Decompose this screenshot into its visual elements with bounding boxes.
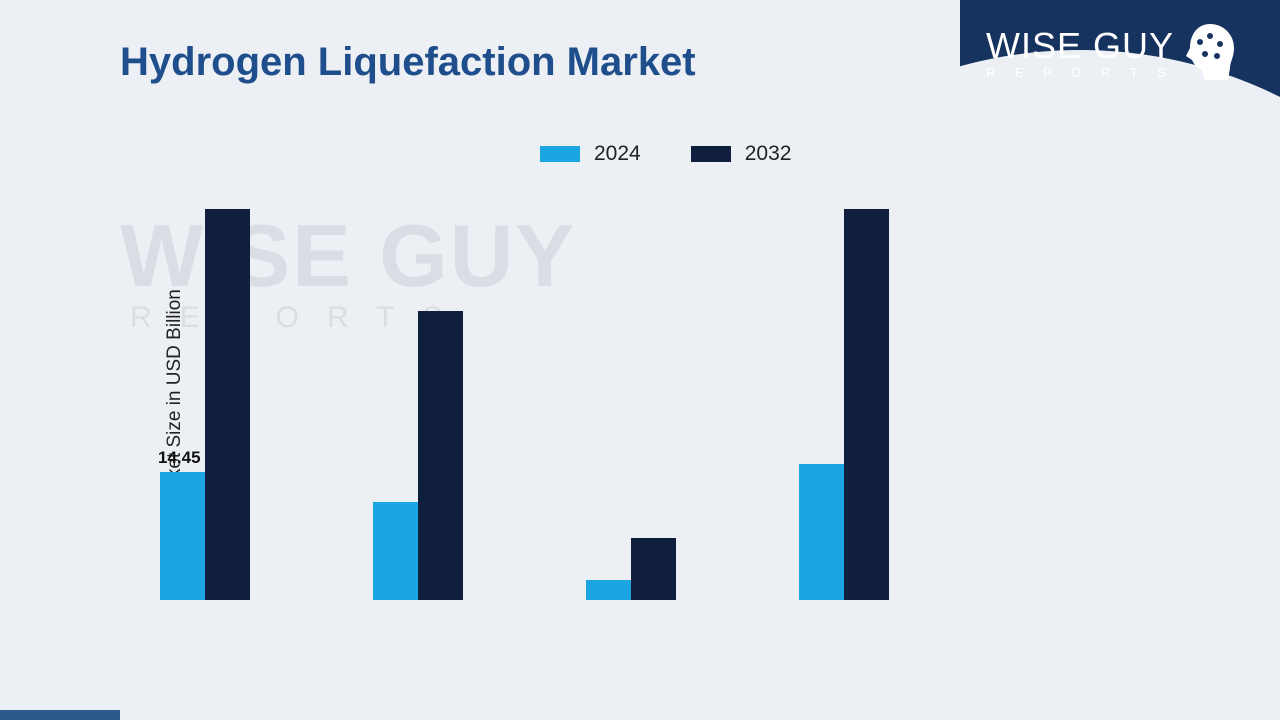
data-label: 14.45 bbox=[158, 448, 201, 468]
legend-swatch bbox=[540, 146, 580, 162]
plot-area: 14.45spaceandaerospaceindustrialmarinean… bbox=[130, 200, 900, 600]
legend-swatch bbox=[691, 146, 731, 162]
legend-label: 2024 bbox=[594, 142, 641, 166]
bar-series1 bbox=[373, 502, 418, 600]
page: WISE GUY R E P O R T S Hydrogen Liquefac… bbox=[0, 0, 1280, 720]
legend-item: 2032 bbox=[691, 142, 792, 166]
bar-series1 bbox=[799, 464, 844, 600]
brand-logo: WISE GUY R E P O R T S bbox=[986, 28, 1240, 79]
chart: Market Size in USD Billion 14.45spaceand… bbox=[130, 200, 900, 600]
bar-series2 bbox=[631, 538, 676, 600]
bar-series1 bbox=[160, 472, 205, 600]
footer-accent bbox=[0, 710, 120, 720]
side-panel bbox=[960, 0, 1280, 720]
bar-series2 bbox=[844, 209, 889, 600]
head-icon bbox=[1180, 22, 1240, 88]
bar-series1 bbox=[586, 580, 631, 600]
legend: 2024 2032 bbox=[540, 142, 791, 166]
legend-label: 2032 bbox=[745, 142, 792, 166]
bar-series2 bbox=[418, 311, 463, 600]
logo-sub-text: R E P O R T S bbox=[986, 66, 1174, 79]
bar-series2 bbox=[205, 209, 250, 600]
page-title: Hydrogen Liquefaction Market bbox=[120, 40, 696, 85]
logo-main-text: WISE GUY bbox=[986, 28, 1174, 64]
legend-item: 2024 bbox=[540, 142, 641, 166]
